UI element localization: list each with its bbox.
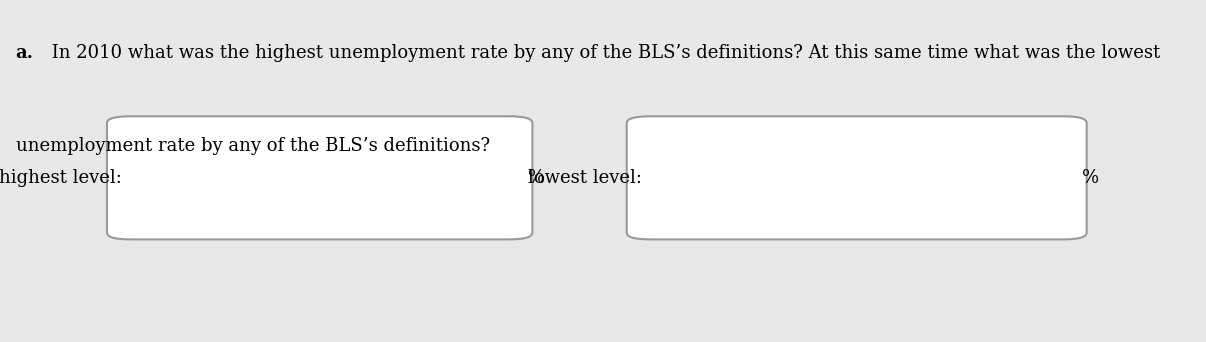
FancyBboxPatch shape: [627, 116, 1087, 239]
Text: lowest level:: lowest level:: [528, 169, 642, 187]
Text: a.: a.: [16, 44, 34, 63]
Text: In 2010 what was the highest unemployment rate by any of the BLS’s definitions? : In 2010 what was the highest unemploymen…: [46, 44, 1160, 63]
Text: highest level:: highest level:: [0, 169, 122, 187]
FancyBboxPatch shape: [107, 116, 532, 239]
Text: %: %: [1082, 169, 1099, 187]
Text: %: %: [528, 169, 545, 187]
Text: unemployment rate by any of the BLS’s definitions?: unemployment rate by any of the BLS’s de…: [16, 137, 490, 155]
